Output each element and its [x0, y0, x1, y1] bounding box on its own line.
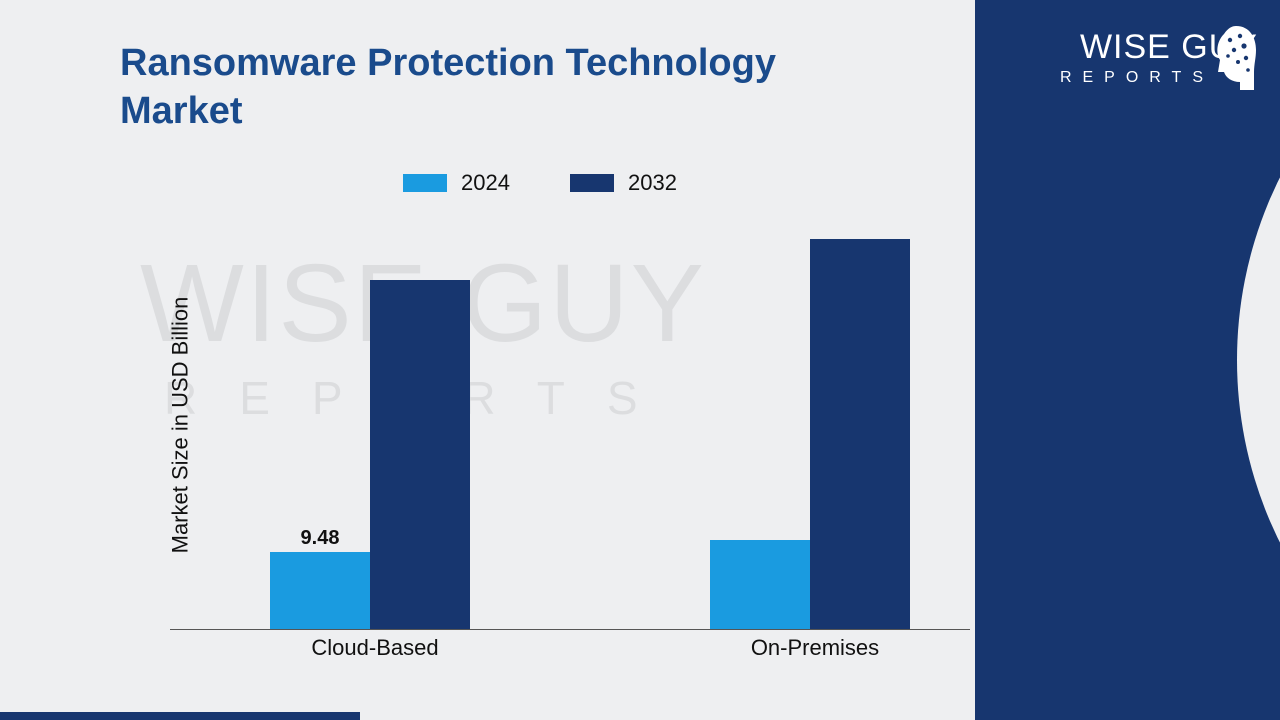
chart-legend: 2024 2032: [100, 170, 980, 196]
bar-chart: Market Size in USD Billion 2024 2032 9.4…: [100, 170, 980, 680]
brand-logo: WISE GUY REPORTS: [998, 28, 1258, 87]
circle-cutout: [1237, 0, 1280, 720]
legend-label: 2032: [628, 170, 677, 196]
legend-item: 2024: [403, 170, 510, 196]
chart-plot-area: 9.48Cloud-Based On-Premises: [170, 224, 970, 630]
bar: [370, 280, 470, 629]
legend-label: 2024: [461, 170, 510, 196]
bottom-accent-bar: [0, 712, 360, 720]
bar-value-label: 9.48: [270, 527, 370, 552]
bar: [810, 239, 910, 629]
bar-group: On-Premises: [710, 224, 920, 629]
infographic-canvas: WISE GUY REPORTS Ransomware Protection T…: [0, 0, 1280, 720]
category-label: On-Premises: [710, 629, 920, 661]
legend-swatch-icon: [403, 174, 447, 192]
category-label: Cloud-Based: [270, 629, 480, 661]
head-icon: [1210, 24, 1258, 94]
bar: 9.48: [270, 552, 370, 629]
bar: [710, 540, 810, 629]
side-panel: [975, 0, 1280, 720]
legend-swatch-icon: [570, 174, 614, 192]
bar-group: 9.48Cloud-Based: [270, 224, 480, 629]
page-title: Ransomware Protection Technology Market: [120, 40, 840, 135]
legend-item: 2032: [570, 170, 677, 196]
